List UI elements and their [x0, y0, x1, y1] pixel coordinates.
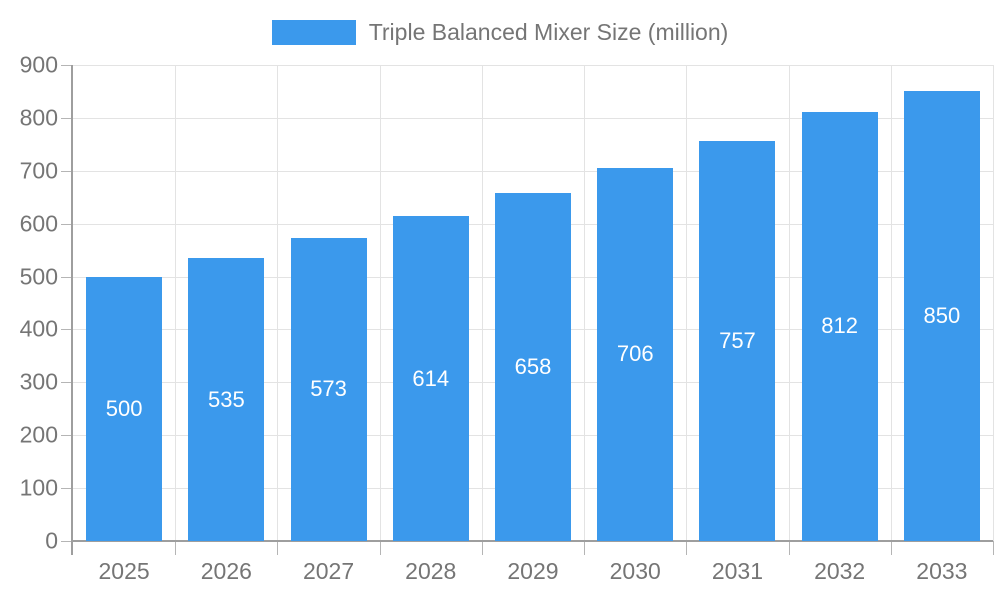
- y-tick: [61, 435, 71, 437]
- bar: 850: [903, 91, 980, 541]
- v-gridline: [277, 65, 279, 541]
- y-tick-label: 900: [19, 51, 58, 78]
- bar-value-label: 706: [616, 341, 654, 367]
- y-tick-label: 200: [19, 421, 58, 448]
- bar: 706: [597, 167, 674, 541]
- x-tick: [788, 541, 790, 555]
- y-tick: [61, 276, 71, 278]
- x-tick: [379, 541, 381, 555]
- x-tick-label: 2029: [507, 558, 559, 584]
- bar: 535: [188, 258, 265, 541]
- x-tick: [277, 541, 279, 555]
- v-gridline: [993, 65, 994, 541]
- bar-value-label: 573: [310, 376, 347, 402]
- x-tick-label: 2025: [98, 558, 150, 584]
- y-axis-line: [71, 65, 73, 555]
- x-tick-label: 2026: [200, 558, 252, 584]
- y-tick-label: 300: [19, 368, 58, 395]
- x-tick-label: 2031: [711, 558, 764, 584]
- x-tick: [686, 541, 688, 555]
- bar-value-label: 658: [514, 354, 552, 379]
- bar-value-label: 535: [207, 386, 245, 412]
- y-tick: [61, 170, 71, 172]
- bar: 812: [801, 111, 878, 541]
- y-tick-label: 600: [19, 210, 58, 237]
- y-tick-label: 700: [19, 157, 58, 184]
- x-tick-label: 2033: [916, 558, 968, 584]
- bar-value-label: 812: [821, 313, 859, 339]
- y-tick: [61, 117, 71, 119]
- x-tick: [584, 541, 586, 555]
- bar-value-label: 614: [412, 365, 450, 391]
- x-tick: [890, 541, 892, 555]
- y-tick-label: 100: [19, 474, 58, 501]
- h-gridline: [73, 170, 993, 172]
- y-tick: [61, 223, 71, 225]
- x-tick-label: 2030: [609, 558, 661, 584]
- legend-swatch: [271, 20, 356, 45]
- x-tick: [175, 541, 177, 555]
- bar-value-label: 757: [719, 327, 756, 353]
- x-tick-label: 2027: [302, 558, 355, 584]
- y-tick-label: 400: [19, 315, 58, 342]
- bar: 573: [290, 237, 367, 541]
- v-gridline: [481, 65, 483, 541]
- y-tick-label: 800: [19, 104, 58, 131]
- v-gridline: [788, 65, 790, 541]
- y-tick: [61, 65, 71, 66]
- h-gridline: [73, 65, 993, 66]
- bar: 500: [86, 276, 163, 541]
- bar-value-label: 850: [923, 303, 961, 329]
- x-tick-label: 2028: [405, 558, 457, 584]
- x-tick: [993, 541, 994, 555]
- bar: 614: [392, 216, 469, 541]
- legend-label: Triple Balanced Mixer Size (million): [368, 19, 729, 45]
- v-gridline: [175, 65, 177, 541]
- h-gridline: [73, 117, 993, 119]
- v-gridline: [890, 65, 892, 541]
- y-tick: [61, 329, 71, 331]
- y-tick-label: 0: [45, 527, 58, 554]
- x-axis-line: [71, 540, 993, 542]
- legend: Triple Balanced Mixer Size (million): [0, 19, 1000, 46]
- bar: 757: [699, 140, 776, 541]
- plot-area: 0 100 200 300 400 500 600 700 800 900 500 2025 535 20…: [20, 52, 994, 584]
- v-gridline: [686, 65, 688, 541]
- y-tick: [61, 541, 71, 542]
- bar: 658: [495, 193, 571, 541]
- bar-value-label: 500: [105, 395, 143, 421]
- y-tick: [61, 488, 71, 490]
- y-tick-label: 500: [19, 263, 58, 290]
- v-gridline: [379, 65, 381, 541]
- x-tick: [481, 541, 483, 555]
- x-tick-label: 2032: [814, 558, 866, 584]
- v-gridline: [584, 65, 586, 541]
- y-tick: [61, 382, 71, 384]
